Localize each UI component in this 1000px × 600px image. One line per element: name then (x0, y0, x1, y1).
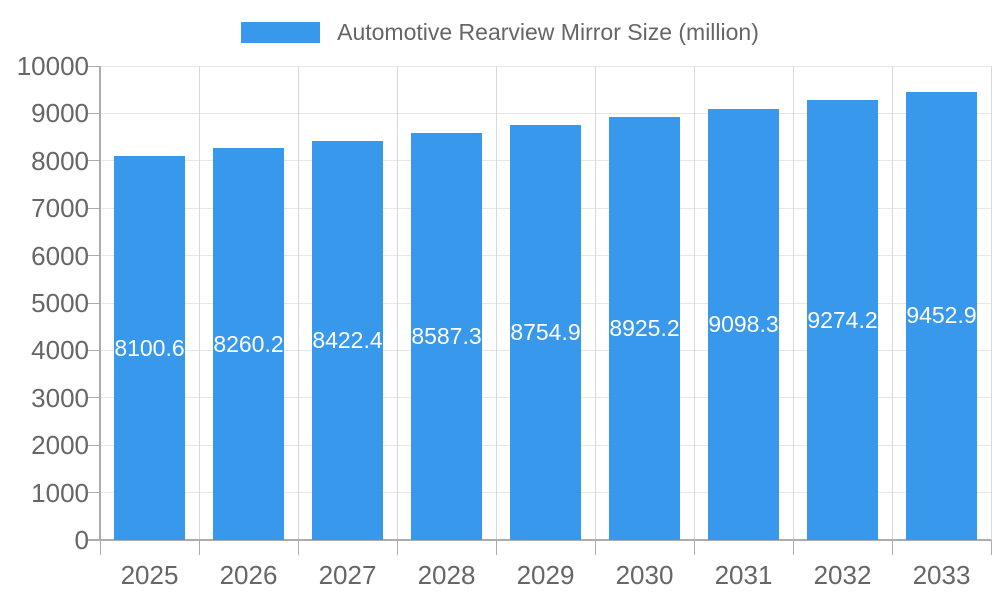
bar-value-label: 8260.2 (213, 330, 284, 357)
gridline-vertical (495, 66, 497, 540)
gridline-vertical (792, 66, 794, 540)
bar-value-label: 8925.2 (609, 314, 680, 341)
bar-value-label: 8422.4 (312, 326, 383, 353)
bar-2029[interactable]: 8754.9 (510, 125, 581, 540)
x-tick (99, 540, 101, 555)
bar-value-label: 8754.9 (510, 319, 581, 345)
y-tick-label: 8000 (31, 145, 89, 176)
bar-value-label: 9098.3 (708, 310, 779, 337)
x-tick (297, 540, 299, 555)
y-tick (88, 65, 100, 67)
x-tick (891, 540, 893, 555)
x-tick-label: 2032 (813, 560, 872, 590)
bar-value-label: 9274.2 (807, 306, 878, 333)
y-tick (88, 302, 100, 304)
gridline-vertical (693, 66, 695, 540)
y-tick-label: 7000 (31, 193, 89, 224)
y-axis-line (99, 66, 101, 540)
x-tick (990, 540, 992, 555)
y-tick (88, 160, 100, 162)
y-tick-label: 6000 (31, 240, 89, 271)
bar-2026[interactable]: 8260.2 (213, 148, 284, 540)
bar-value-label: 9452.9 (906, 302, 977, 329)
y-tick-label: 4000 (31, 335, 89, 366)
y-tick-label: 0 (74, 525, 89, 555)
bar-2032[interactable]: 9274.2 (807, 100, 878, 540)
bar-2030[interactable]: 8925.2 (609, 116, 680, 540)
gridline-vertical (891, 66, 893, 540)
legend-swatch[interactable] (241, 22, 321, 43)
y-tick (88, 255, 100, 257)
x-tick-label: 2027 (318, 560, 377, 590)
x-tick (198, 540, 200, 555)
x-tick-label: 2026 (219, 560, 278, 590)
bar-2027[interactable]: 8422.4 (312, 140, 383, 540)
y-tick-label: 10000 (16, 51, 89, 81)
bar-2028[interactable]: 8587.3 (411, 132, 482, 540)
bar-value-label: 8587.3 (411, 322, 482, 349)
y-tick-label: 3000 (31, 382, 89, 413)
gridline-vertical (990, 66, 992, 540)
bar-value-label: 8100.6 (114, 334, 185, 361)
x-tick (693, 540, 695, 555)
y-tick-label: 2000 (31, 430, 89, 461)
gridline-vertical (198, 66, 200, 540)
y-tick-label: 9000 (31, 98, 89, 129)
y-tick (88, 397, 100, 399)
gridline-vertical (396, 66, 398, 540)
bar-2033[interactable]: 9452.9 (906, 91, 977, 540)
bar-2031[interactable]: 9098.3 (708, 108, 779, 540)
x-axis-line (88, 539, 991, 541)
y-tick (88, 492, 100, 494)
gridline-vertical (594, 66, 596, 540)
x-tick-label: 2030 (615, 560, 674, 590)
y-tick (88, 112, 100, 114)
bar-2025[interactable]: 8100.6 (114, 156, 185, 540)
legend-label: Automotive Rearview Mirror Size (million… (337, 19, 759, 45)
x-tick-label: 2029 (516, 560, 575, 590)
y-tick-label: 5000 (31, 288, 89, 318)
y-tick-label: 1000 (31, 477, 89, 508)
x-tick-label: 2031 (714, 560, 773, 590)
legend[interactable]: Automotive Rearview Mirror Size (million… (0, 21, 1000, 44)
x-tick (594, 540, 596, 555)
x-tick-label: 2025 (120, 560, 179, 590)
gridline-horizontal (100, 65, 991, 67)
x-tick (495, 540, 497, 555)
gridline-vertical (297, 66, 299, 540)
x-tick-label: 2028 (417, 560, 476, 590)
gridline-horizontal (100, 112, 991, 114)
y-tick (88, 349, 100, 351)
y-tick (88, 207, 100, 209)
x-tick (792, 540, 794, 555)
x-tick (396, 540, 398, 555)
x-tick-label: 2033 (912, 560, 971, 590)
y-tick (88, 444, 100, 446)
